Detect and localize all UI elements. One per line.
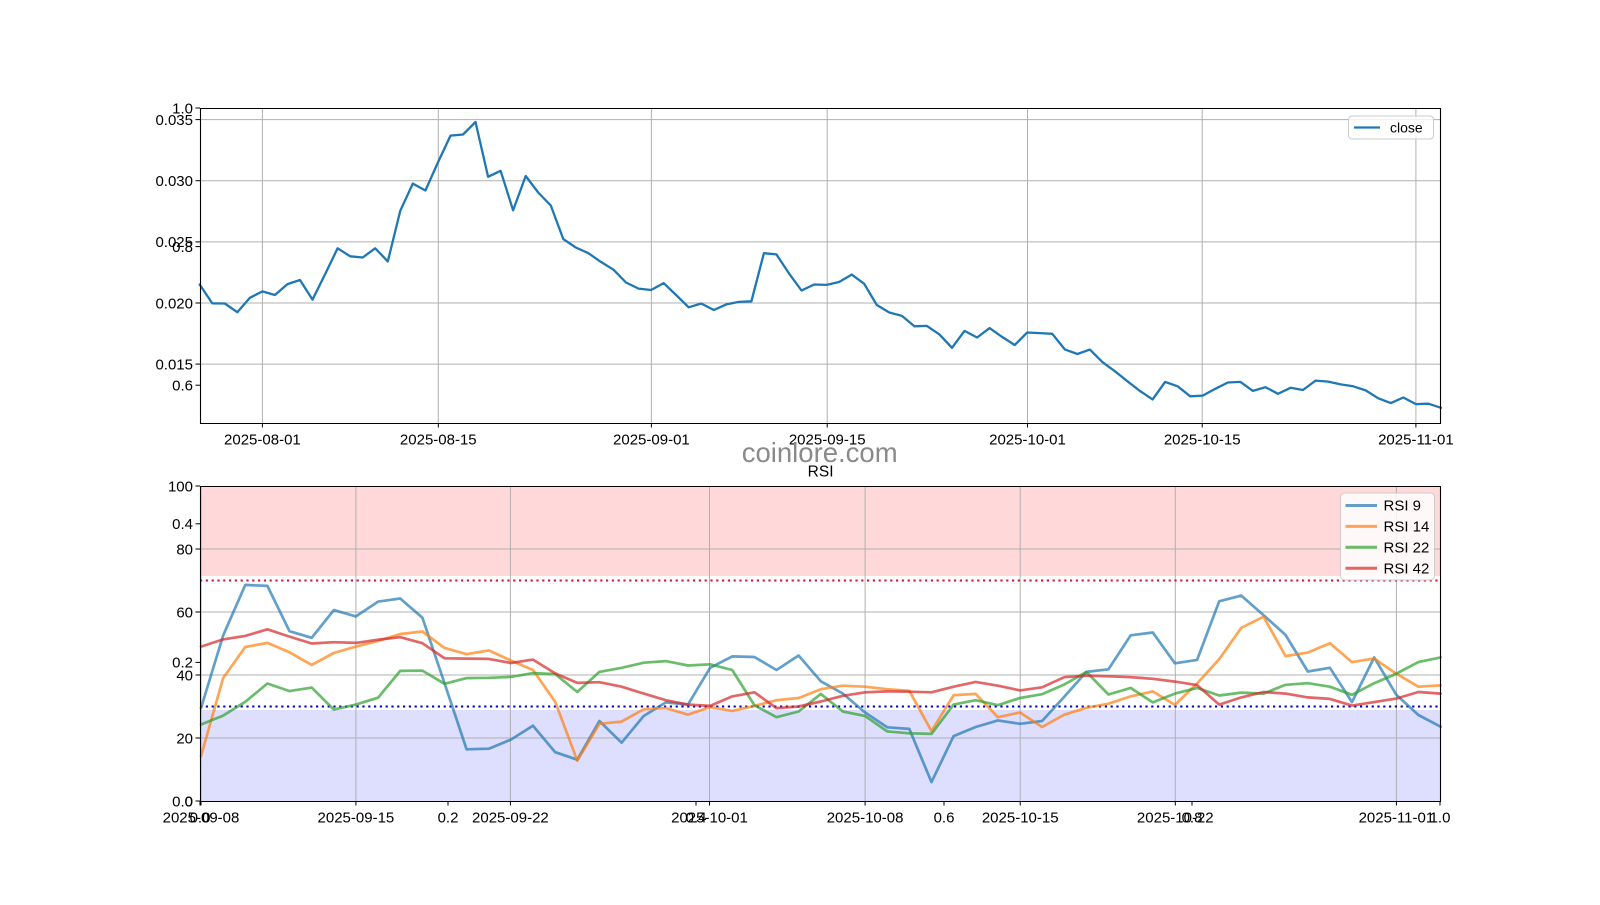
- svg-text:2025-08-01: 2025-08-01: [224, 431, 301, 448]
- svg-text:40: 40: [176, 667, 193, 684]
- svg-text:0.4: 0.4: [172, 516, 193, 533]
- svg-text:2025-10-15: 2025-10-15: [1164, 431, 1241, 448]
- svg-text:2025-09-01: 2025-09-01: [613, 431, 690, 448]
- svg-text:0.030: 0.030: [155, 173, 193, 190]
- svg-text:0: 0: [185, 793, 193, 810]
- svg-text:60: 60: [176, 604, 193, 621]
- svg-text:0.6: 0.6: [934, 809, 955, 826]
- svg-text:2025-10-08: 2025-10-08: [827, 809, 904, 826]
- svg-text:1.0: 1.0: [172, 100, 193, 117]
- svg-text:2025-10-01: 2025-10-01: [989, 431, 1066, 448]
- svg-text:2025-10-01: 2025-10-01: [671, 809, 748, 826]
- svg-text:0.020: 0.020: [155, 295, 193, 312]
- svg-text:2025-11-01: 2025-11-01: [1378, 431, 1454, 448]
- svg-text:0.035: 0.035: [155, 112, 193, 129]
- svg-text:RSI 9: RSI 9: [1384, 498, 1422, 515]
- svg-text:0.0: 0.0: [190, 809, 211, 826]
- svg-text:0.8: 0.8: [172, 239, 193, 256]
- svg-text:0.2: 0.2: [172, 655, 193, 672]
- svg-text:1.0: 1.0: [1430, 809, 1451, 826]
- svg-text:coinlore.com: coinlore.com: [742, 437, 898, 468]
- svg-text:0.025: 0.025: [155, 234, 193, 251]
- svg-text:100: 100: [168, 478, 193, 495]
- svg-text:20: 20: [176, 730, 193, 747]
- svg-text:0.8: 0.8: [1182, 809, 1203, 826]
- svg-text:80: 80: [176, 541, 193, 558]
- svg-text:2025-11-01: 2025-11-01: [1359, 809, 1435, 826]
- svg-text:close: close: [1390, 119, 1423, 135]
- svg-text:0.6: 0.6: [172, 378, 193, 395]
- svg-text:2025-10-22: 2025-10-22: [1137, 809, 1214, 826]
- svg-text:2025-08-15: 2025-08-15: [400, 431, 477, 448]
- svg-text:0.015: 0.015: [155, 356, 193, 373]
- svg-text:2025-09-22: 2025-09-22: [472, 809, 549, 826]
- svg-text:RSI 22: RSI 22: [1384, 540, 1430, 557]
- svg-text:2025-09-15: 2025-09-15: [789, 431, 866, 448]
- svg-text:RSI 14: RSI 14: [1384, 519, 1430, 536]
- svg-text:0.4: 0.4: [686, 809, 707, 826]
- svg-text:RSI: RSI: [808, 463, 834, 480]
- svg-text:2025-10-15: 2025-10-15: [982, 809, 1059, 826]
- svg-text:0.2: 0.2: [438, 809, 459, 826]
- svg-text:0.0: 0.0: [172, 793, 193, 810]
- svg-text:RSI 42: RSI 42: [1384, 560, 1430, 577]
- svg-text:2025-09-15: 2025-09-15: [318, 809, 395, 826]
- svg-text:2025-09-08: 2025-09-08: [163, 809, 240, 826]
